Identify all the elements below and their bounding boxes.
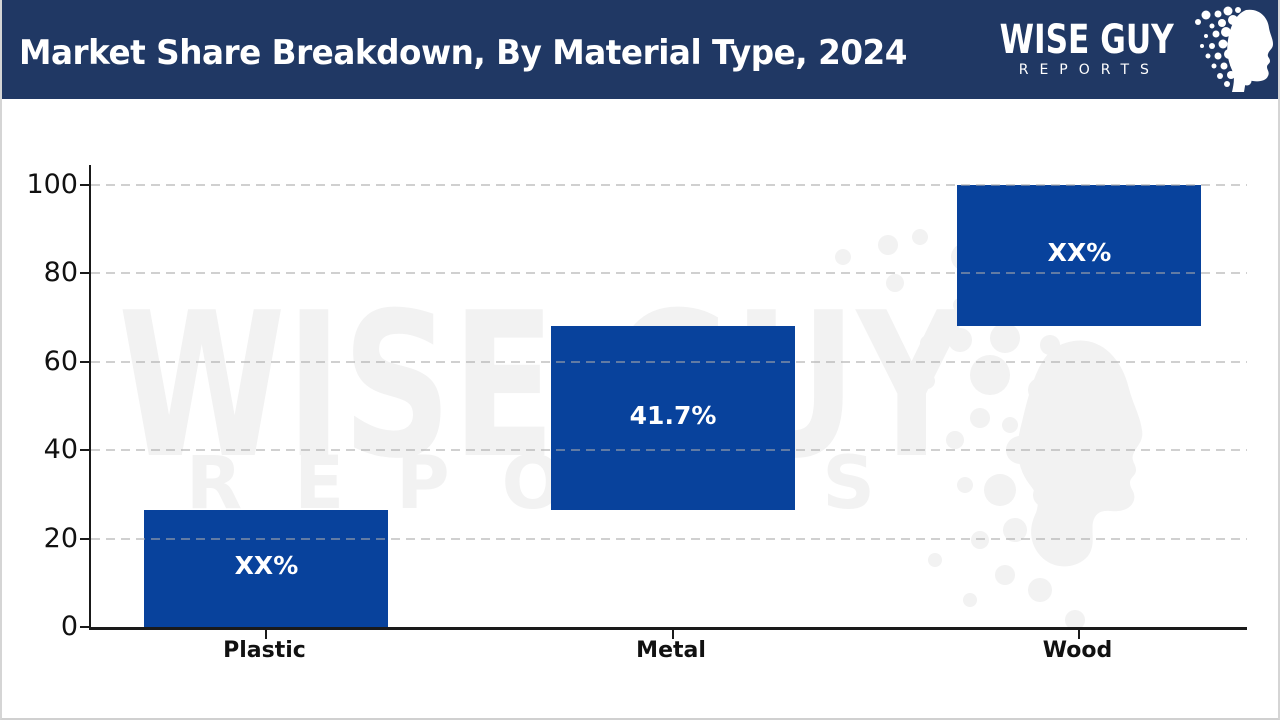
- y-tick-label: 100: [26, 169, 78, 200]
- y-axis-tick: [80, 626, 89, 628]
- y-axis-tick: [80, 537, 89, 540]
- x-tick-label: Metal: [636, 638, 706, 663]
- y-axis-tick: [80, 184, 89, 186]
- x-tick-label: Wood: [1042, 638, 1113, 663]
- x-axis-tick: [1078, 630, 1081, 639]
- y-axis-tick: [80, 360, 89, 363]
- bar-value-label: XX%: [1047, 238, 1112, 268]
- gridline: [91, 360, 1247, 363]
- y-tick-label: 60: [43, 345, 78, 377]
- bar-plastic: XX%: [144, 509, 389, 627]
- y-tick-label: 20: [43, 522, 78, 554]
- header-banner: Market Share Breakdown, By Material Type…: [0, 0, 1280, 99]
- gridline: [91, 184, 1247, 186]
- gridline: [91, 272, 1247, 275]
- gridline: [91, 537, 1247, 540]
- bar-value-label: XX%: [234, 551, 299, 581]
- watermark-text: WISE GUY: [118, 270, 967, 503]
- x-axis-tick: [265, 630, 268, 639]
- y-tick-label: 40: [43, 434, 78, 466]
- bar-metal: 41.7%: [551, 325, 796, 510]
- page-title: Market Share Breakdown, By Material Type…: [19, 33, 908, 73]
- brand-name: WISE GUY: [999, 17, 1174, 63]
- chart-plot-area: XX% 41.7% XX%: [80, 165, 1247, 639]
- y-axis-tick: [80, 449, 89, 452]
- x-tick-label: Plastic: [223, 638, 306, 663]
- brand-logo-text: WISE GUY REPORTS: [975, 18, 1198, 78]
- y-axis-tick: [80, 272, 89, 275]
- y-tick-label: 80: [43, 257, 78, 289]
- brand-head-icon: [1195, 6, 1273, 92]
- bar-wood: XX%: [957, 185, 1202, 326]
- brand-logo: WISE GUY REPORTS: [975, 6, 1274, 94]
- x-axis-tick: [672, 630, 675, 639]
- gridline: [91, 449, 1247, 452]
- brand-subtitle: REPORTS: [1018, 62, 1160, 78]
- y-tick-label: 0: [60, 611, 78, 642]
- bar-value-label: 41.7%: [629, 400, 717, 430]
